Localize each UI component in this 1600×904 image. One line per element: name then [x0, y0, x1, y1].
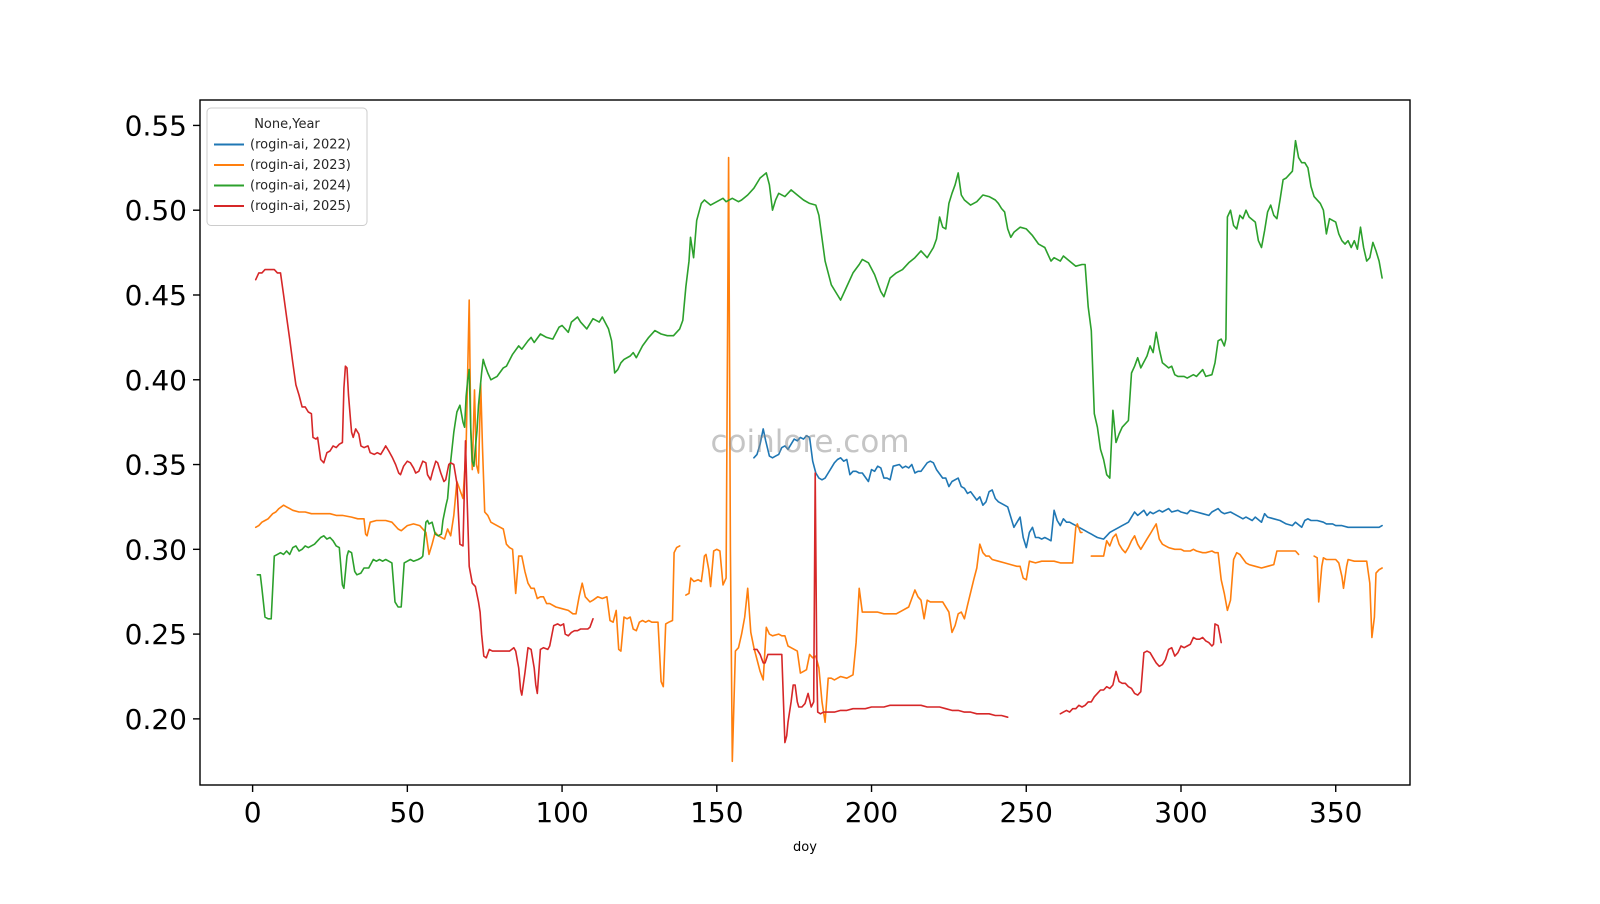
- series-line: [1059, 623, 1222, 715]
- series-line: [1090, 523, 1300, 612]
- x-axis-label: doy: [793, 840, 817, 855]
- legend-entry-label: (rogin-ai, 2025): [250, 199, 351, 214]
- series-line: [753, 428, 1383, 549]
- series-lines: [254, 139, 1383, 763]
- watermark: coinlore.com: [710, 424, 909, 460]
- series-line: [1313, 555, 1383, 639]
- y-tick-label: 0.40: [125, 364, 187, 397]
- y-tick-label: 0.50: [125, 194, 187, 227]
- legend-entry-label: (rogin-ai, 2023): [250, 158, 351, 173]
- x-tick-label: 300: [1154, 796, 1207, 829]
- y-tick-label: 0.45: [125, 279, 187, 312]
- legend-entry-label: (rogin-ai, 2024): [250, 179, 351, 194]
- y-tick-label: 0.20: [125, 703, 187, 736]
- x-tick-label: 350: [1309, 796, 1362, 829]
- series-line: [685, 156, 1083, 763]
- x-tick-label: 200: [845, 796, 898, 829]
- y-tick-label: 0.25: [125, 618, 187, 651]
- y-tick-label: 0.55: [125, 109, 187, 142]
- x-axis-label-text: doy: [793, 840, 817, 855]
- series-line: [753, 472, 1009, 744]
- y-tick-label: 0.30: [125, 533, 187, 566]
- legend-title: None,Year: [254, 117, 320, 132]
- x-tick-label: 250: [1000, 796, 1053, 829]
- series-line: [256, 139, 1383, 620]
- legend: None,Year (rogin-ai, 2022) (rogin-ai, 2023…: [206, 107, 368, 226]
- watermark-text: coinlore.com: [710, 424, 909, 460]
- y-tick-label: 0.35: [125, 449, 187, 482]
- series-line: [254, 268, 594, 696]
- series-line: [254, 299, 681, 688]
- legend-entry-label: (rogin-ai, 2022): [250, 138, 351, 153]
- x-tick-label: 50: [390, 796, 426, 829]
- x-tick-label: 0: [244, 796, 262, 829]
- legend-box: [206, 107, 368, 226]
- x-tick-label: 100: [535, 796, 588, 829]
- axis-ticks: 0 50 100 150 200 250 300 350 0.20 0.25 0.30 0.35 0.4…: [125, 109, 1363, 829]
- x-tick-label: 150: [690, 796, 743, 829]
